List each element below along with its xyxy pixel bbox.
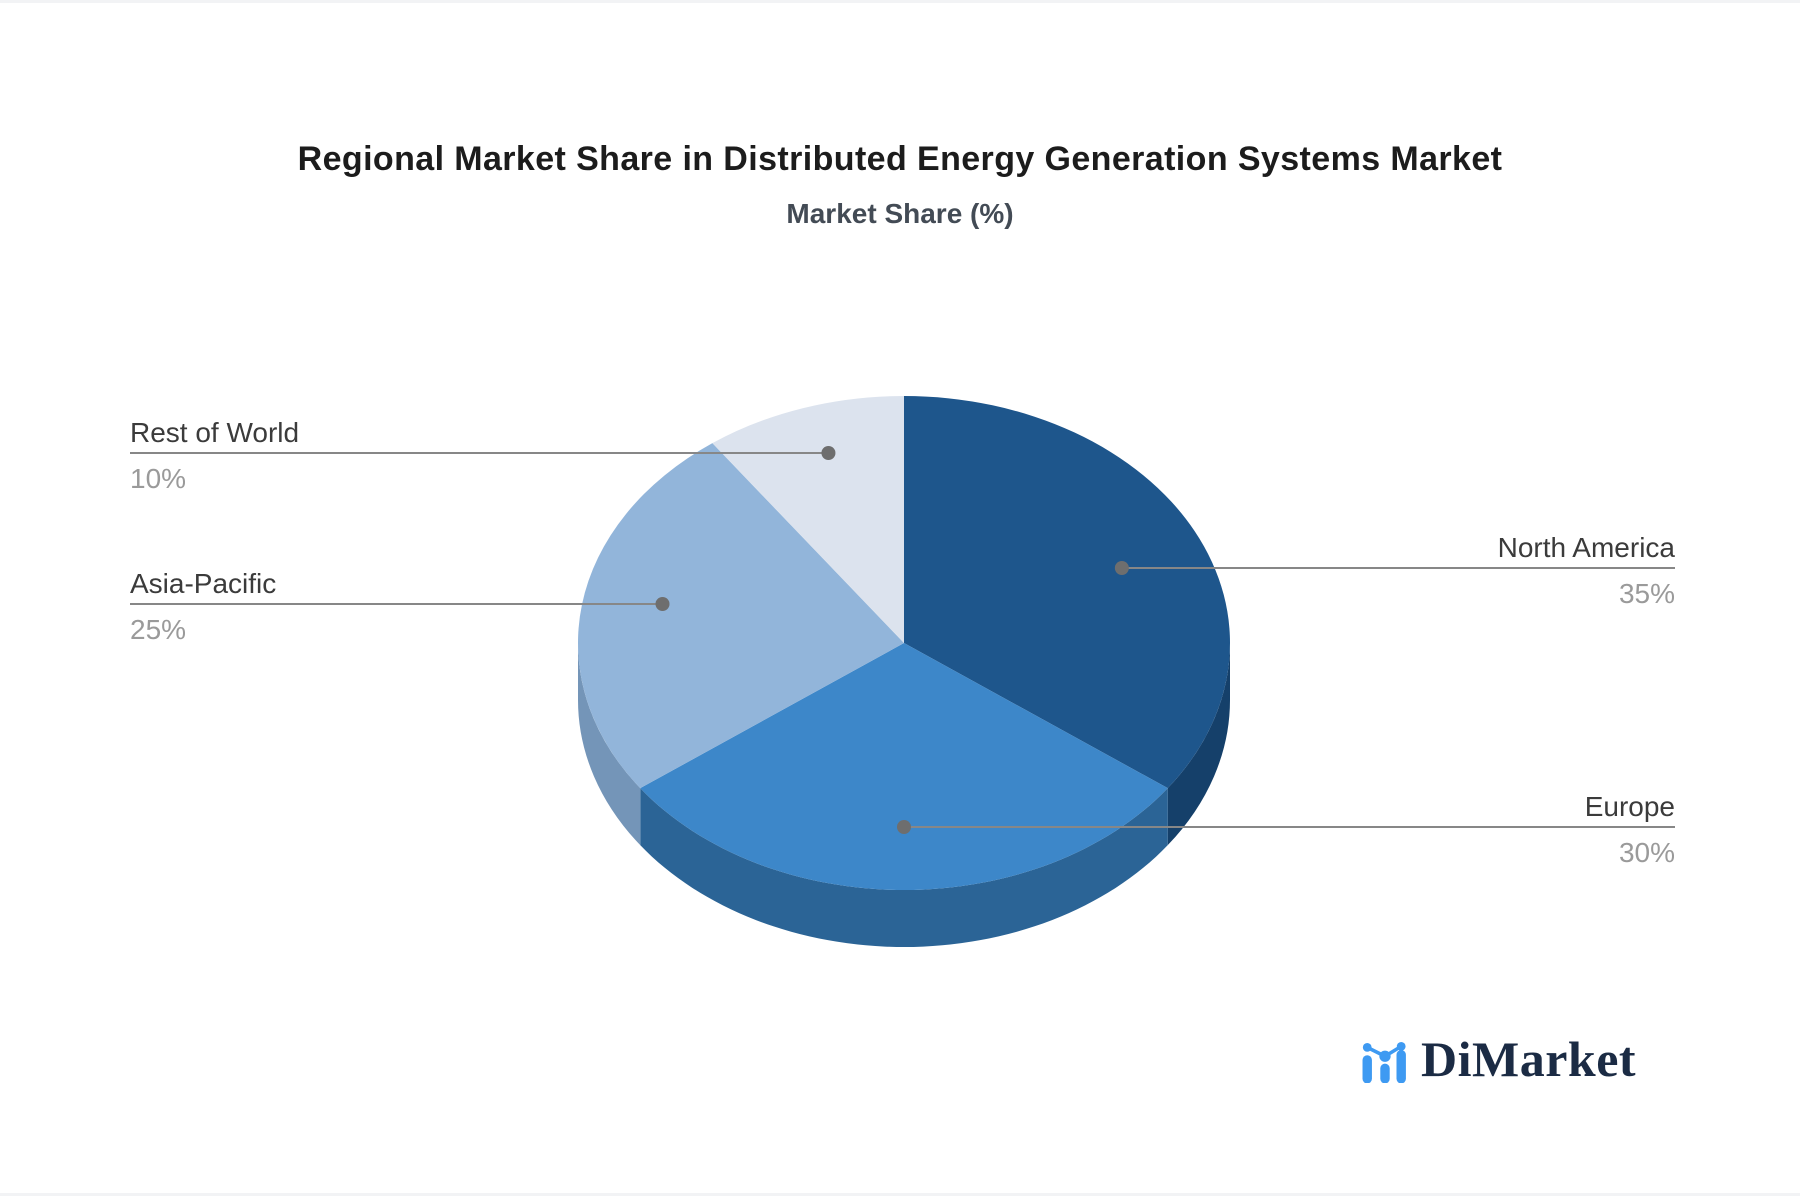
chart-subtitle: Market Share (%) [786, 198, 1014, 229]
pie-slice-asia-pacific [577, 443, 904, 789]
chart-title: Regional Market Share in Distributed Ene… [297, 140, 1503, 178]
callout-dot-europe [897, 820, 911, 834]
callout-value-asia-pacific: 25% [130, 614, 187, 645]
pie-slice-north-america [904, 396, 1230, 789]
callout-label-asia-pacific: Asia-Pacific [130, 568, 277, 599]
pie-slice-side-asia-pacific [578, 643, 641, 846]
callout-dot-north-america [1114, 561, 1129, 575]
pie-slice-europe [640, 643, 1168, 890]
callout-value-europe: 30% [1618, 837, 1675, 868]
callout-label-europe: Europe [1584, 791, 1675, 822]
callout-dot-rest-of-world [821, 446, 836, 460]
callout-dot-asia-pacific [655, 597, 670, 611]
pie-slice-side-europe [640, 788, 1168, 947]
callout-label-north-america: North America [1497, 532, 1675, 563]
brand-logo: DiMarket [1362, 1030, 1636, 1088]
brand-logo-text: DiMarket [1421, 1031, 1637, 1087]
callout-value-north-america: 35% [1618, 578, 1675, 609]
bar-chart-trend-icon [1362, 1041, 1406, 1083]
pie-slice-rest-of-world [712, 396, 904, 643]
callout-value-rest-of-world: 10% [130, 463, 187, 494]
pie-slice-side-north-america [1167, 643, 1230, 846]
callout-label-rest-of-world: Rest of World [130, 417, 300, 448]
